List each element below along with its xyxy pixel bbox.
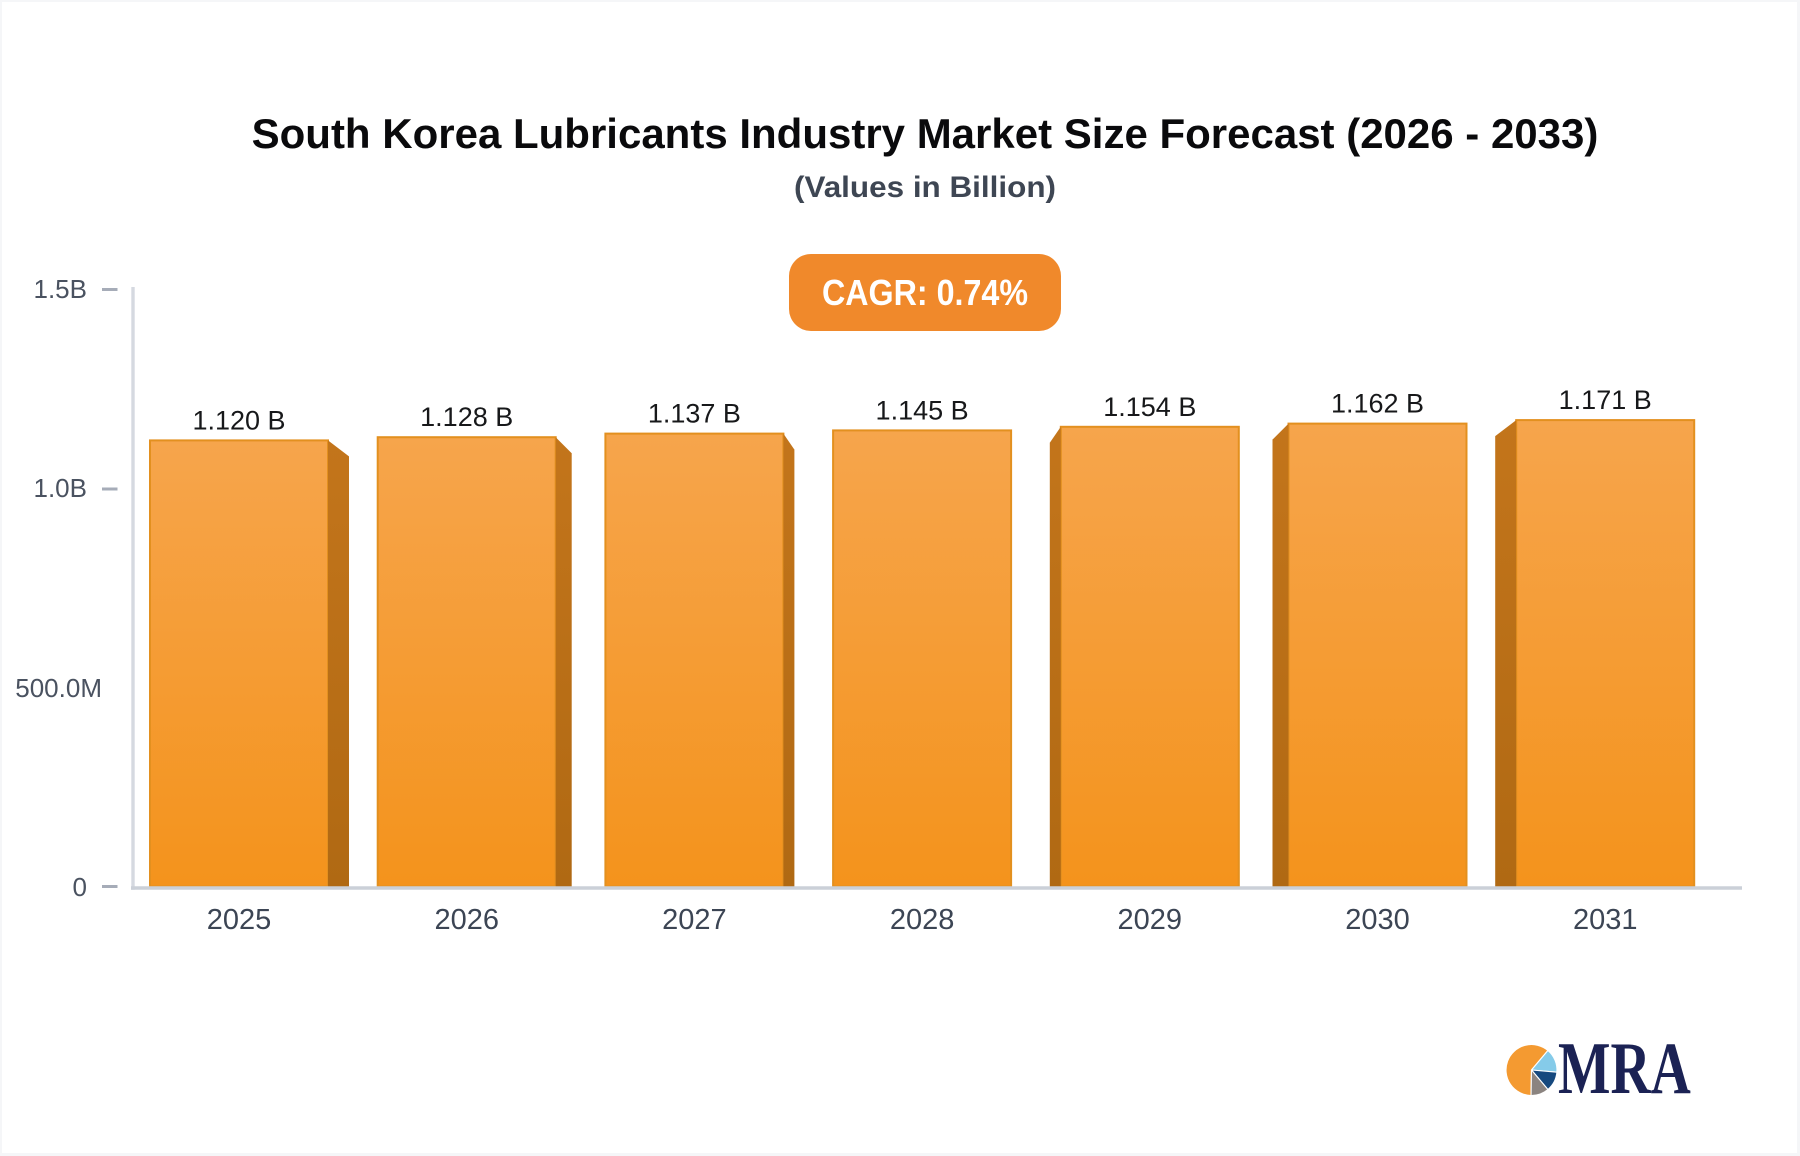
svg-text:500.0M: 500.0M	[15, 673, 102, 703]
svg-text:2030: 2030	[1345, 904, 1410, 936]
svg-text:1.154 B: 1.154 B	[1103, 392, 1196, 422]
svg-text:MRA: MRA	[1558, 1028, 1691, 1110]
svg-text:2031: 2031	[1573, 904, 1638, 936]
svg-text:0: 0	[73, 872, 87, 902]
svg-text:1.5B: 1.5B	[34, 274, 88, 304]
svg-text:2026: 2026	[434, 904, 499, 936]
svg-text:1.137 B: 1.137 B	[648, 399, 741, 429]
svg-text:1.145 B: 1.145 B	[876, 395, 969, 425]
svg-text:1.128 B: 1.128 B	[420, 402, 513, 432]
svg-text:South Korea Lubricants Industr: South Korea Lubricants Industry Market S…	[252, 110, 1599, 157]
svg-text:1.0B: 1.0B	[34, 473, 88, 503]
svg-text:1.171 B: 1.171 B	[1559, 385, 1652, 415]
svg-text:(Values in Billion): (Values in Billion)	[794, 171, 1056, 204]
svg-text:1.162 B: 1.162 B	[1331, 389, 1424, 419]
svg-text:CAGR: 0.74%: CAGR: 0.74%	[822, 272, 1028, 313]
svg-text:1.120 B: 1.120 B	[192, 405, 285, 435]
svg-text:2025: 2025	[207, 904, 272, 936]
svg-text:2028: 2028	[890, 904, 955, 936]
svg-text:2027: 2027	[662, 904, 727, 936]
svg-text:2029: 2029	[1118, 904, 1183, 936]
